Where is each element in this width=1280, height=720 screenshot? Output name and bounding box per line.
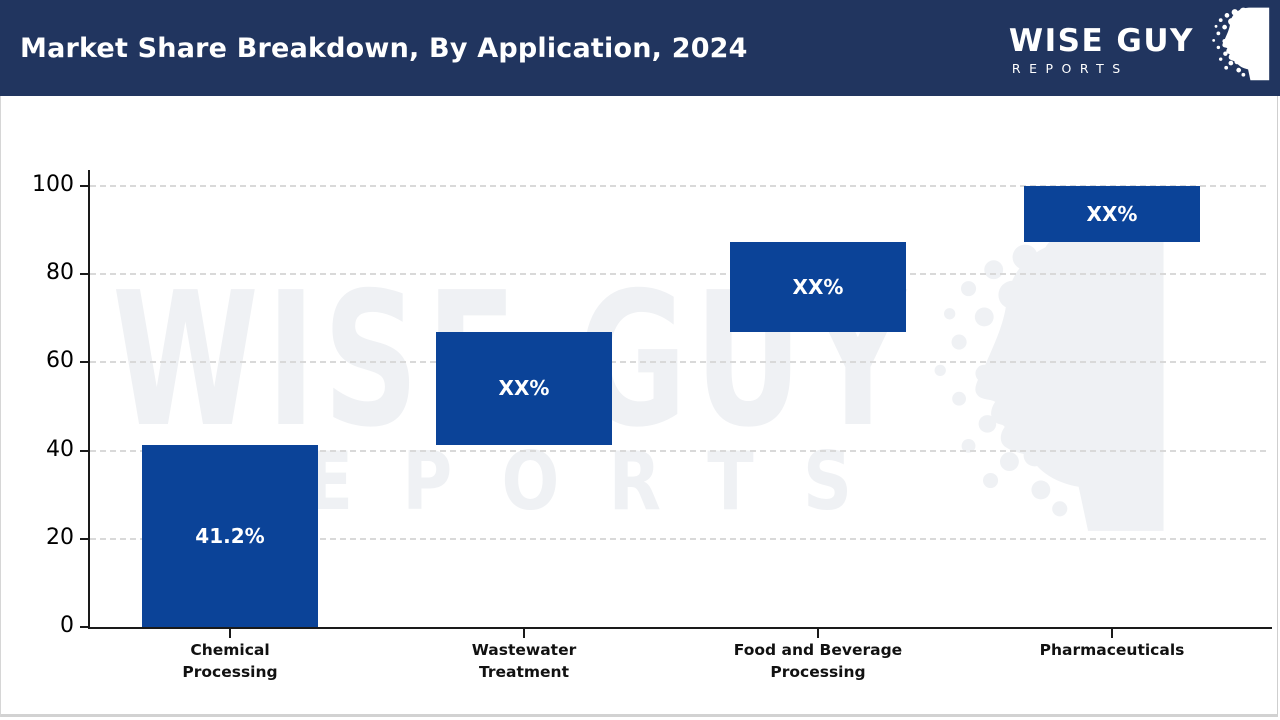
y-tick-label: 40 (46, 436, 74, 462)
y-tick-label: 60 (46, 348, 74, 374)
y-tick-label: 100 (32, 172, 74, 197)
y-tick-label: 0 (60, 613, 74, 638)
brand-face-icon (1212, 7, 1270, 81)
x-category-label: Food and Beverage Processing (698, 640, 938, 683)
x-category-label: Wastewater Treatment (404, 640, 644, 683)
y-tick-mark-60 (80, 361, 89, 364)
gridline-20 (90, 537, 1266, 540)
bar-value-label: XX% (1086, 202, 1138, 226)
gridline-60 (90, 361, 1266, 364)
x-tick-mark-4 (1111, 629, 1113, 638)
bar-value-label: XX% (792, 274, 844, 299)
bar-3: XX% (730, 242, 906, 332)
bar-value-label: 41.2% (195, 524, 265, 549)
brand-logo-text: WISE GUY REPORTS (1008, 23, 1194, 77)
x-category-label-line: Chemical (190, 641, 270, 659)
gridline-80 (90, 273, 1266, 276)
bar-value-label: XX% (498, 376, 550, 401)
y-tick-label: 80 (46, 260, 74, 286)
brand-subname: REPORTS (1011, 61, 1129, 76)
x-category-label: Chemical Processing (110, 640, 350, 683)
gridline-100 (90, 185, 1266, 187)
watermark-face-icon (934, 238, 1164, 531)
y-axis-line (88, 170, 90, 629)
brand-logo: WISE GUY REPORTS (1009, 4, 1270, 92)
x-axis-line (88, 627, 1272, 629)
x-category-label-line: Pharmaceuticals (1039, 641, 1185, 659)
gridline-40 (90, 449, 1266, 452)
x-category-label: Pharmaceuticals (992, 640, 1232, 662)
x-tick-mark-1 (229, 629, 231, 638)
header-bar: Market Share Breakdown, By Application, … (0, 0, 1280, 96)
y-tick-mark-80 (80, 273, 89, 276)
x-category-label-line: Processing (770, 662, 866, 681)
x-category-label-line: Wastewater (471, 641, 577, 659)
bar-1: 41.2% (142, 445, 318, 627)
y-tick-label: 20 (46, 524, 74, 550)
y-tick-mark-0 (80, 626, 89, 628)
x-category-label-line: Food and Beverage (733, 641, 903, 659)
brand-name: WISE GUY (1008, 23, 1194, 59)
bar-4: XX% (1024, 186, 1200, 242)
chart-title: Market Share Breakdown, By Application, … (20, 32, 748, 64)
x-category-label-line: Processing (182, 662, 278, 681)
y-tick-mark-100 (80, 185, 89, 187)
y-tick-mark-20 (80, 537, 89, 540)
x-category-label-line: Treatment (478, 662, 569, 681)
bar-2: XX% (436, 331, 612, 446)
x-tick-mark-2 (523, 629, 525, 638)
x-tick-mark-3 (817, 629, 819, 638)
y-tick-mark-40 (80, 449, 89, 452)
